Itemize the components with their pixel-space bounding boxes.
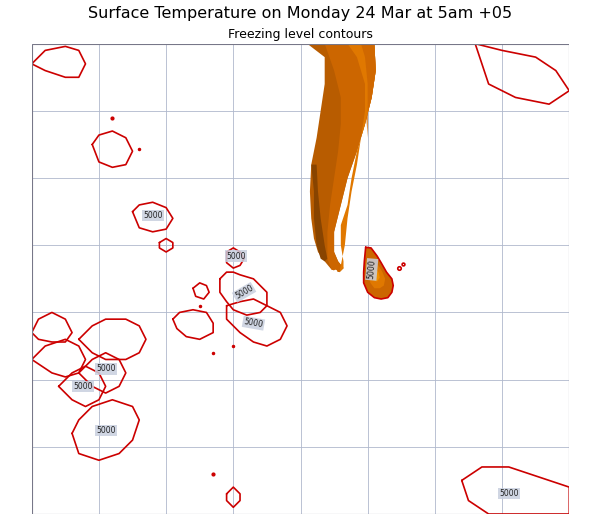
Polygon shape bbox=[369, 262, 385, 288]
Text: 5000: 5000 bbox=[243, 317, 264, 329]
Text: 5000: 5000 bbox=[73, 382, 93, 391]
Polygon shape bbox=[340, 44, 376, 272]
Text: 5000: 5000 bbox=[233, 284, 255, 301]
Text: 5000: 5000 bbox=[96, 426, 115, 435]
Polygon shape bbox=[364, 247, 393, 299]
Polygon shape bbox=[371, 269, 380, 282]
Polygon shape bbox=[361, 44, 376, 138]
Polygon shape bbox=[311, 164, 328, 262]
Text: Surface Temperature on Monday 24 Mar at 5am +05: Surface Temperature on Monday 24 Mar at … bbox=[88, 6, 513, 21]
Text: 5000: 5000 bbox=[499, 489, 519, 499]
Polygon shape bbox=[307, 44, 376, 272]
Text: 5000: 5000 bbox=[226, 251, 246, 261]
Text: Freezing level contours: Freezing level contours bbox=[228, 28, 373, 42]
Text: 5000: 5000 bbox=[143, 211, 162, 220]
Text: 5000: 5000 bbox=[96, 364, 115, 373]
Text: 5000: 5000 bbox=[367, 260, 377, 280]
Polygon shape bbox=[325, 44, 376, 272]
